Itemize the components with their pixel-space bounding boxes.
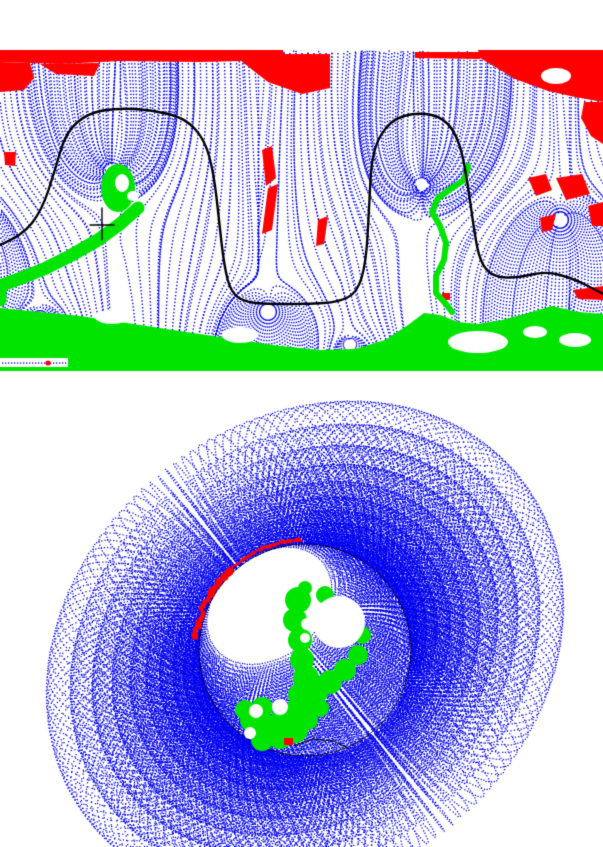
surface-field-map-panel xyxy=(0,0,603,400)
dipole-3d-panel xyxy=(0,400,603,847)
